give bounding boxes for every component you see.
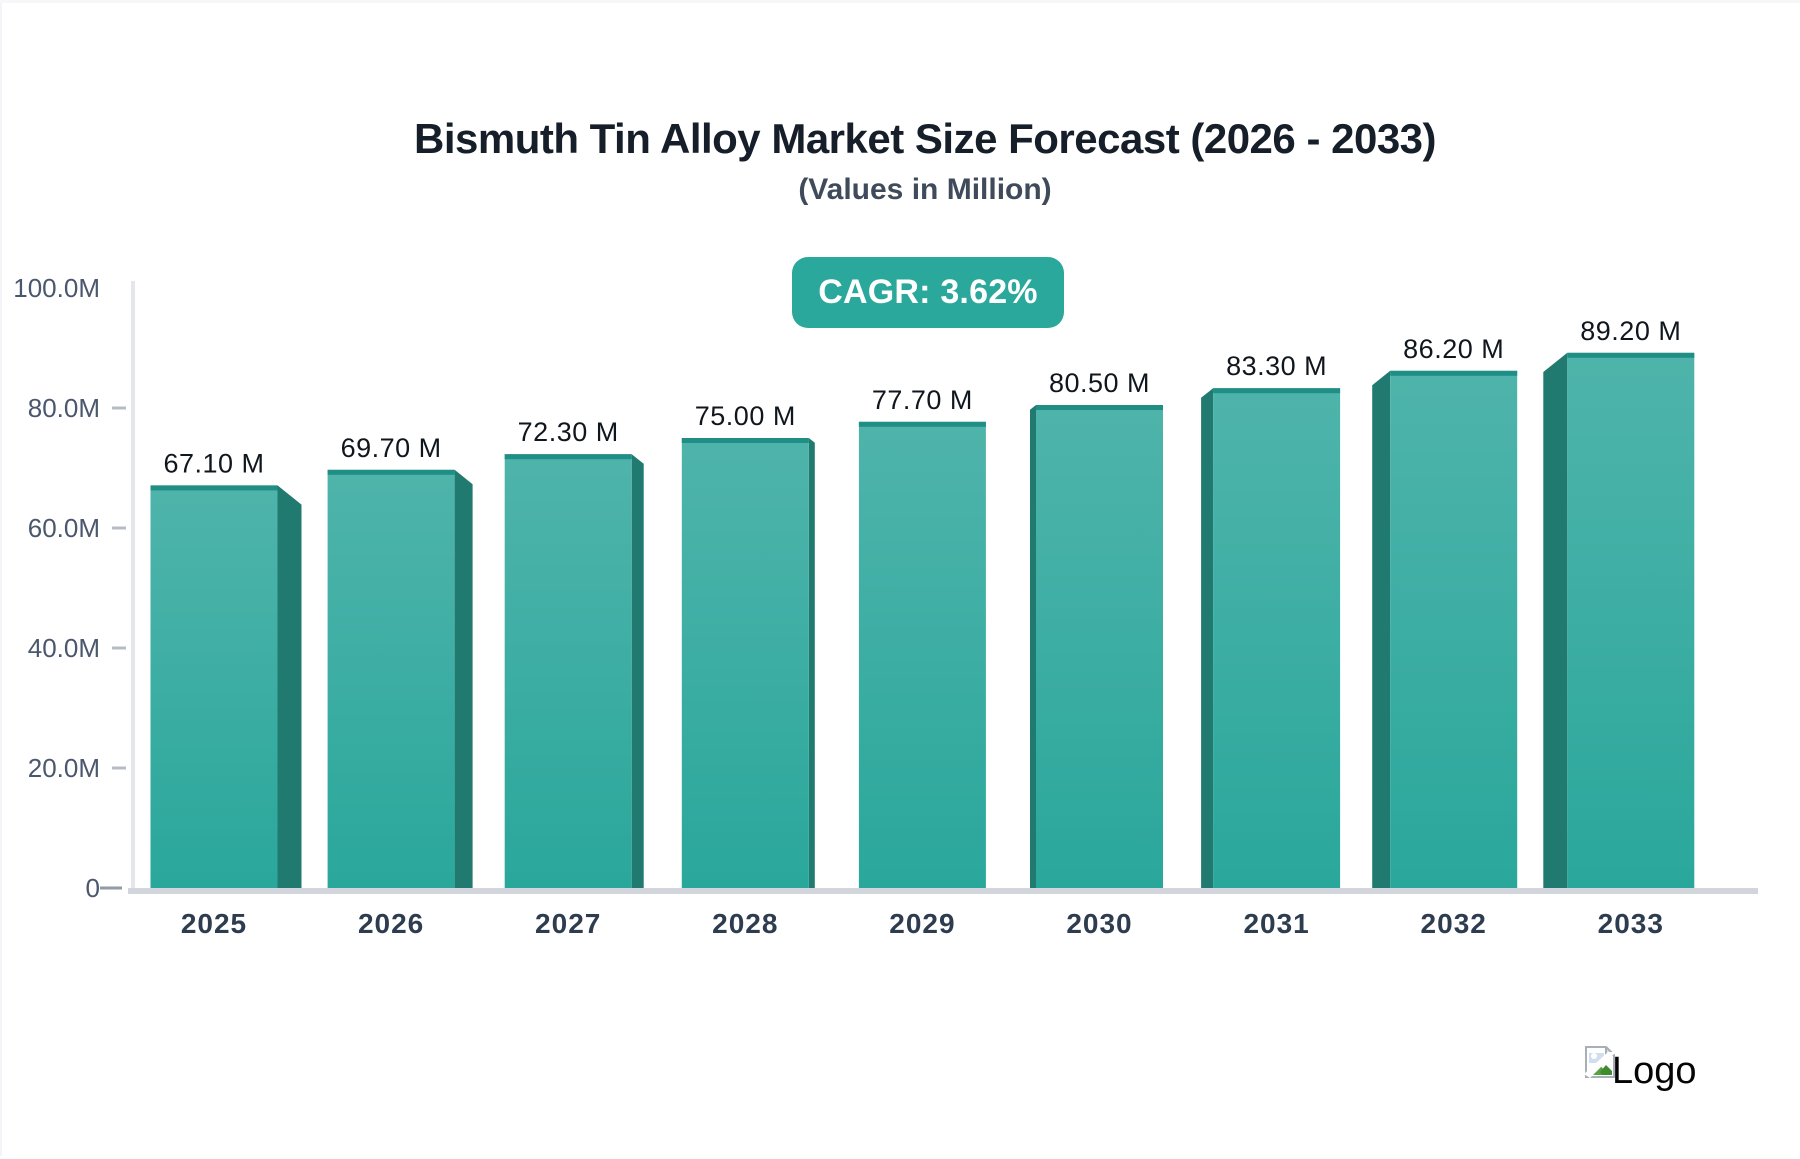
bar-2033[interactable]: 89.20 M	[1543, 316, 1695, 888]
logo: Logo	[1582, 1041, 1697, 1090]
x-axis-label-2025: 2025	[181, 908, 247, 939]
bar-value-label: 83.30 M	[1226, 351, 1327, 381]
page-left-border	[0, 3, 2, 1156]
bar-top-edge	[1390, 370, 1518, 376]
bar-value-label: 75.00 M	[695, 401, 796, 431]
y-axis-label: 0	[86, 873, 100, 903]
bar-face	[1390, 370, 1518, 888]
bar-face	[858, 421, 986, 888]
y-axis-label: 100.0M	[13, 273, 100, 303]
bar-value-label: 89.20 M	[1580, 316, 1681, 346]
bar-side-face	[1030, 405, 1036, 888]
bar-top-edge	[504, 454, 632, 460]
bar-value-label: 80.50 M	[1049, 368, 1150, 398]
x-axis-label-2030: 2030	[1066, 908, 1132, 939]
bar-face	[327, 469, 455, 888]
bar-face	[1213, 388, 1341, 888]
bar-face	[504, 454, 632, 888]
x-axis-label-2031: 2031	[1243, 908, 1309, 939]
chart-title: Bismuth Tin Alloy Market Size Forecast (…	[413, 115, 1437, 162]
bar-side-face	[277, 485, 302, 888]
bar-2030[interactable]: 80.50 M	[1030, 368, 1163, 888]
bar-side-face	[1543, 352, 1568, 888]
bar-2032[interactable]: 86.20 M	[1372, 334, 1518, 888]
bar-side-face	[1372, 370, 1391, 888]
bar-2031[interactable]: 83.30 M	[1201, 351, 1341, 888]
bar-top-edge	[150, 485, 278, 491]
chart-subtitle: (Values in Million)	[798, 173, 1052, 206]
x-axis-label-2033: 2033	[1598, 908, 1664, 939]
bar-value-label: 67.10 M	[163, 448, 264, 478]
y-axis-label: 80.0M	[28, 393, 100, 423]
bar-side-face	[454, 469, 473, 888]
bar-chart: 100.0M 80.0M 60.0M 40.0M 20.0M 0 67.10 M 2025 69…	[13, 273, 1758, 939]
bar-side-face	[808, 438, 815, 888]
bar-2029[interactable]: 77.70 M	[858, 385, 986, 888]
broken-image-icon	[1584, 1046, 1616, 1078]
bar-face	[1567, 352, 1695, 888]
logo-alt-text: Logo	[1612, 1050, 1697, 1092]
bar-top-edge	[1567, 352, 1695, 358]
bar-value-label: 72.30 M	[518, 417, 619, 447]
y-axis-label: 40.0M	[28, 633, 100, 663]
bar-value-label: 69.70 M	[341, 433, 442, 463]
bar-top-edge	[1213, 388, 1341, 394]
x-axis-label-2029: 2029	[889, 908, 955, 939]
y-axis-line	[131, 281, 135, 894]
bar-2027[interactable]: 72.30 M	[504, 417, 644, 888]
y-axis-label: 20.0M	[28, 753, 100, 783]
bar-face	[150, 485, 278, 888]
bar-top-edge	[327, 469, 455, 475]
bar-top-edge	[1036, 405, 1163, 410]
x-axis-baseline	[128, 888, 1758, 894]
x-axis-label-2028: 2028	[712, 908, 778, 939]
bar-value-label: 77.70 M	[872, 385, 973, 415]
bar-2028[interactable]: 75.00 M	[681, 401, 815, 888]
x-axis-label-2026: 2026	[358, 908, 424, 939]
bar-2025[interactable]: 67.10 M	[150, 448, 302, 888]
y-axis-label: 60.0M	[28, 513, 100, 543]
bar-face	[1036, 405, 1163, 888]
bar-2026[interactable]: 69.70 M	[327, 433, 473, 888]
cagr-badge-label: CAGR: 3.62%	[818, 273, 1038, 311]
x-axis-label-2032: 2032	[1421, 908, 1487, 939]
cagr-badge: CAGR: 3.62%	[792, 257, 1064, 328]
bar-side-face	[631, 454, 644, 888]
x-axis-label-2027: 2027	[535, 908, 601, 939]
bar-face	[681, 438, 809, 888]
bar-value-label: 86.20 M	[1403, 334, 1504, 364]
bar-top-edge	[681, 438, 809, 443]
bar-top-edge	[858, 421, 986, 427]
bar-side-face	[1201, 388, 1214, 888]
